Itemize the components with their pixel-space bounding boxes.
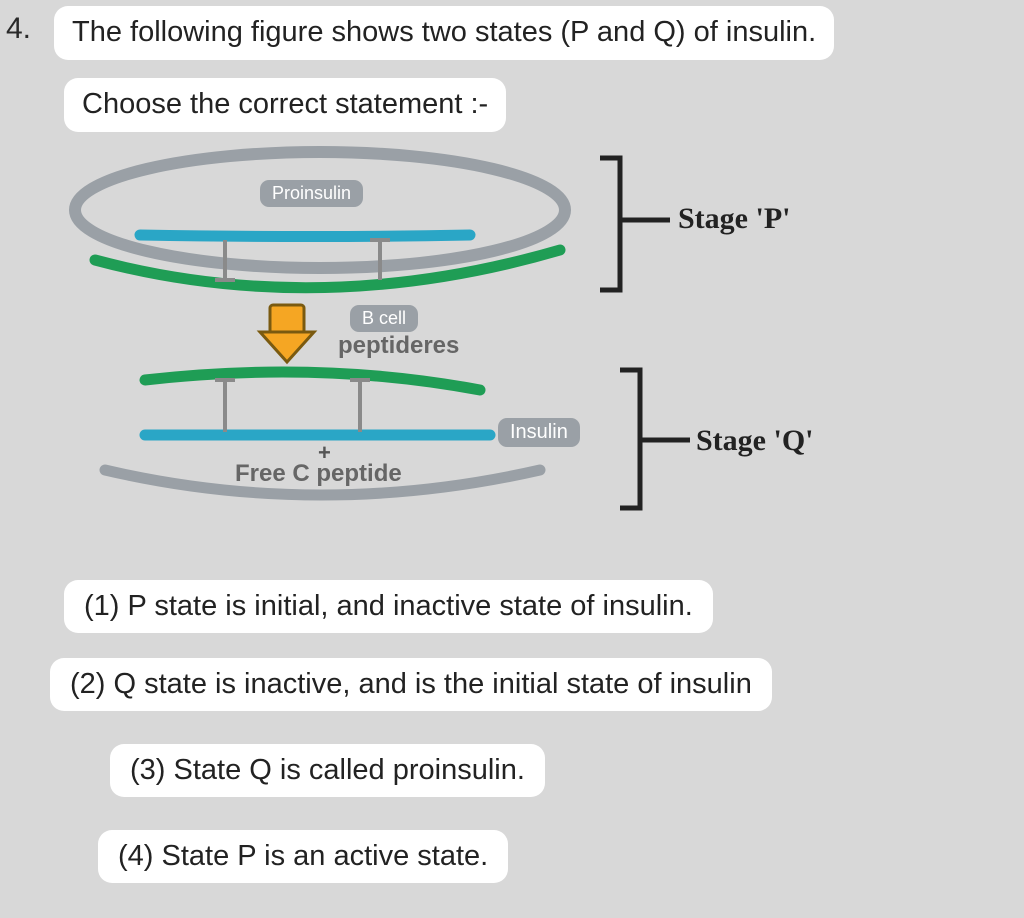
a-chain-p [140,235,470,237]
option-4[interactable]: (4) State P is an active state. [98,830,508,883]
bracket-q [620,370,660,508]
question-line-2: Choose the correct statement :- [64,78,506,132]
stage-q-label: Stage 'Q' [696,424,814,458]
peptideres-label: peptideres [338,332,459,360]
disulfide-q [215,380,370,432]
option-1[interactable]: (1) P state is initial, and inactive sta… [64,580,713,633]
question-line-1: The following figure shows two states (P… [54,6,834,60]
insulin-diagram: + Proinsulin B cell peptideres Insulin F… [60,140,960,540]
option-3[interactable]: (3) State Q is called proinsulin. [110,744,545,797]
arrow-icon [260,305,314,362]
diagram-svg: + [60,140,960,540]
insulin-label: Insulin [498,418,580,447]
stage-p-label: Stage 'P' [678,202,791,236]
option-2[interactable]: (2) Q state is inactive, and is the init… [50,658,772,711]
b-chain-q [145,372,480,390]
proinsulin-label: Proinsulin [260,180,363,207]
free-c-label: Free C peptide [235,460,402,488]
proinsulin-grey-chain [75,152,565,268]
question-number: 4. [6,12,31,46]
bracket-p [600,158,640,290]
bcell-label: B cell [350,305,418,332]
